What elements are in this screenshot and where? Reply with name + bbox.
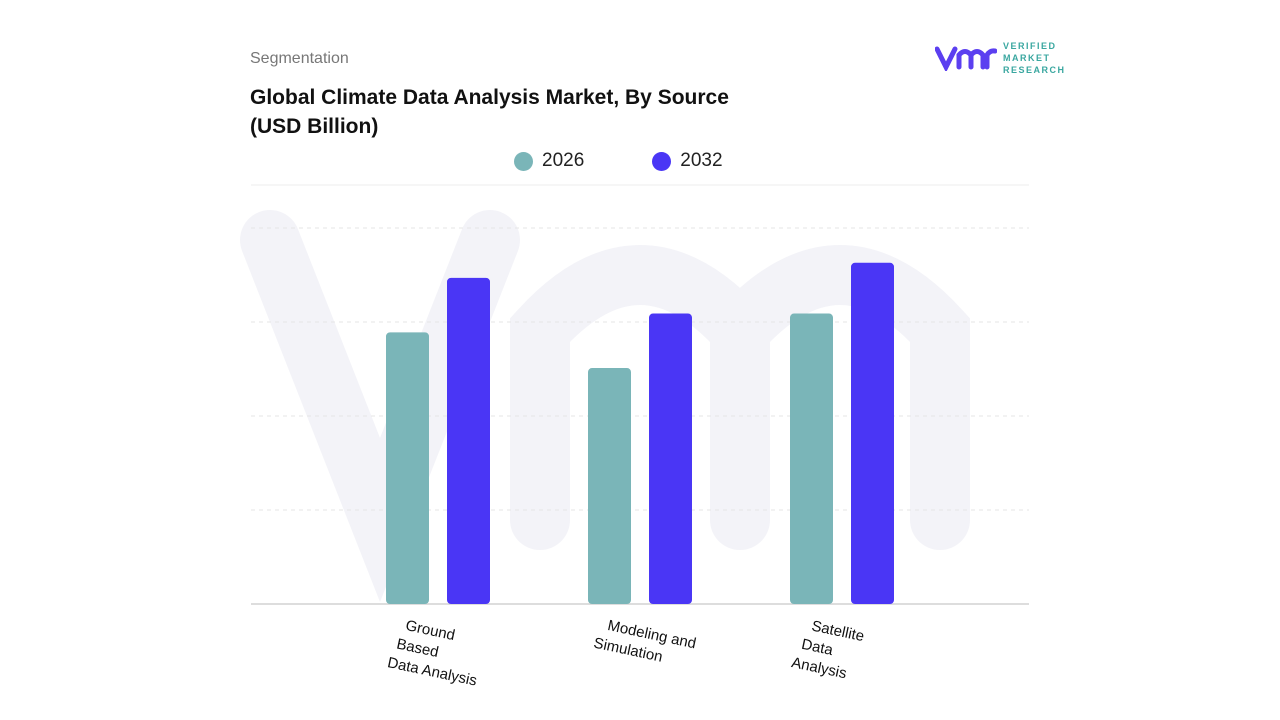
segment-label: Segmentation [250, 50, 349, 67]
logo-text: VERIFIED MARKET RESEARCH [1003, 41, 1066, 75]
legend-swatch [652, 151, 672, 171]
legend-item-2032: 2032 [652, 150, 723, 172]
bar-2026-2 [790, 313, 833, 604]
bar-2032-1 [649, 313, 692, 604]
bar-2026-1 [588, 368, 631, 604]
legend: 2026 2032 [514, 150, 723, 172]
chart-title: Global Climate Data Analysis Market, By … [250, 86, 729, 138]
bar-2032-0 [447, 277, 490, 604]
bar-2032-2 [851, 262, 894, 604]
legend-item-2026: 2026 [514, 150, 584, 172]
vmr-logo-icon [935, 46, 997, 71]
vmr-logo: VERIFIED MARKET RESEARCH [935, 40, 1066, 76]
bar-2026-0 [386, 332, 429, 604]
legend-swatch [514, 151, 533, 171]
